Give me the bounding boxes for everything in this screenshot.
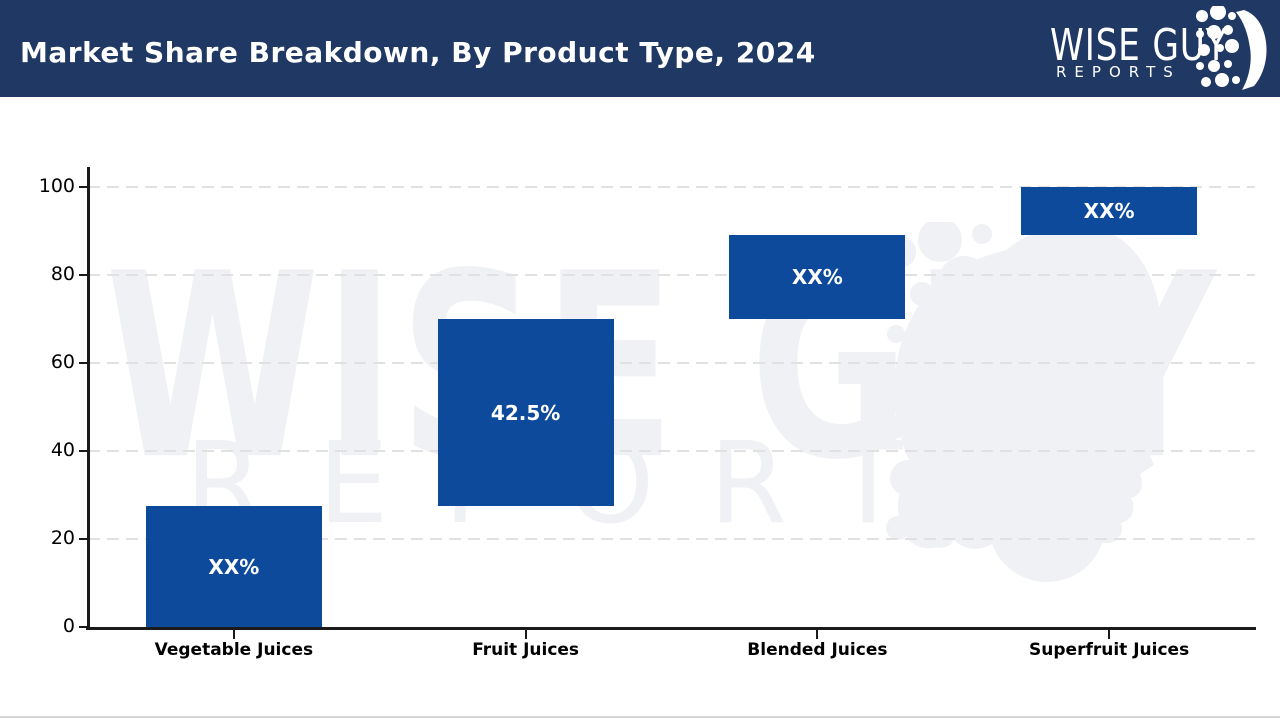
bar-label-vegetable-juices: XX% [208, 554, 260, 579]
y-tick-label-100: 100 [38, 175, 75, 197]
bar-label-fruit-juices: 42.5% [490, 400, 561, 425]
y-axis [87, 167, 90, 629]
logo-face-icon [1196, 6, 1267, 90]
bar-label-superfruit-juices: XX% [1083, 199, 1135, 224]
y-tick-label-0: 0 [62, 615, 75, 637]
bar-blended-juices: XX% [729, 235, 906, 319]
gridline-y20 [88, 538, 1255, 540]
wiseguy-logo: WISE GUY REPORTS [1020, 0, 1270, 97]
y-tick-40 [79, 450, 88, 452]
x-tick-label-superfruit-juices: Superfruit Juices [1029, 640, 1190, 660]
x-tick-fruit-juices [524, 630, 527, 639]
logo-wordmark: WISE GUY [1050, 20, 1228, 71]
bar-label-blended-juices: XX% [791, 265, 843, 290]
chart-title: Market Share Breakdown, By Product Type,… [20, 36, 816, 69]
y-tick-100 [79, 186, 88, 188]
x-tick-label-blended-juices: Blended Juices [747, 640, 888, 660]
y-tick-20 [79, 538, 88, 540]
bar-vegetable-juices: XX% [145, 506, 322, 627]
x-tick-blended-juices [816, 630, 819, 639]
gridline-y40 [88, 450, 1255, 452]
y-tick-label-60: 60 [50, 351, 75, 373]
y-tick-label-40: 40 [50, 439, 75, 461]
y-tick-80 [79, 274, 88, 276]
x-tick-superfruit-juices [1108, 630, 1111, 639]
header-bar: Market Share Breakdown, By Product Type,… [0, 0, 1280, 97]
y-tick-label-80: 80 [50, 263, 75, 285]
y-tick-0 [79, 626, 88, 628]
x-tick-vegetable-juices [232, 630, 235, 639]
watermark-face-icon [883, 222, 1163, 582]
logo-subtext: REPORTS [1056, 63, 1181, 81]
bar-superfruit-juices: XX% [1021, 187, 1198, 236]
gridline-y100 [88, 186, 1255, 188]
x-axis [86, 627, 1256, 630]
bar-fruit-juices: 42.5% [437, 319, 614, 506]
x-tick-label-fruit-juices: Fruit Juices [472, 640, 580, 660]
gridline-y60 [88, 362, 1255, 364]
bottom-border [0, 716, 1280, 718]
gridline-y80 [88, 274, 1255, 276]
x-tick-label-vegetable-juices: Vegetable Juices [154, 640, 314, 660]
y-tick-label-20: 20 [50, 527, 75, 549]
y-tick-60 [79, 362, 88, 364]
